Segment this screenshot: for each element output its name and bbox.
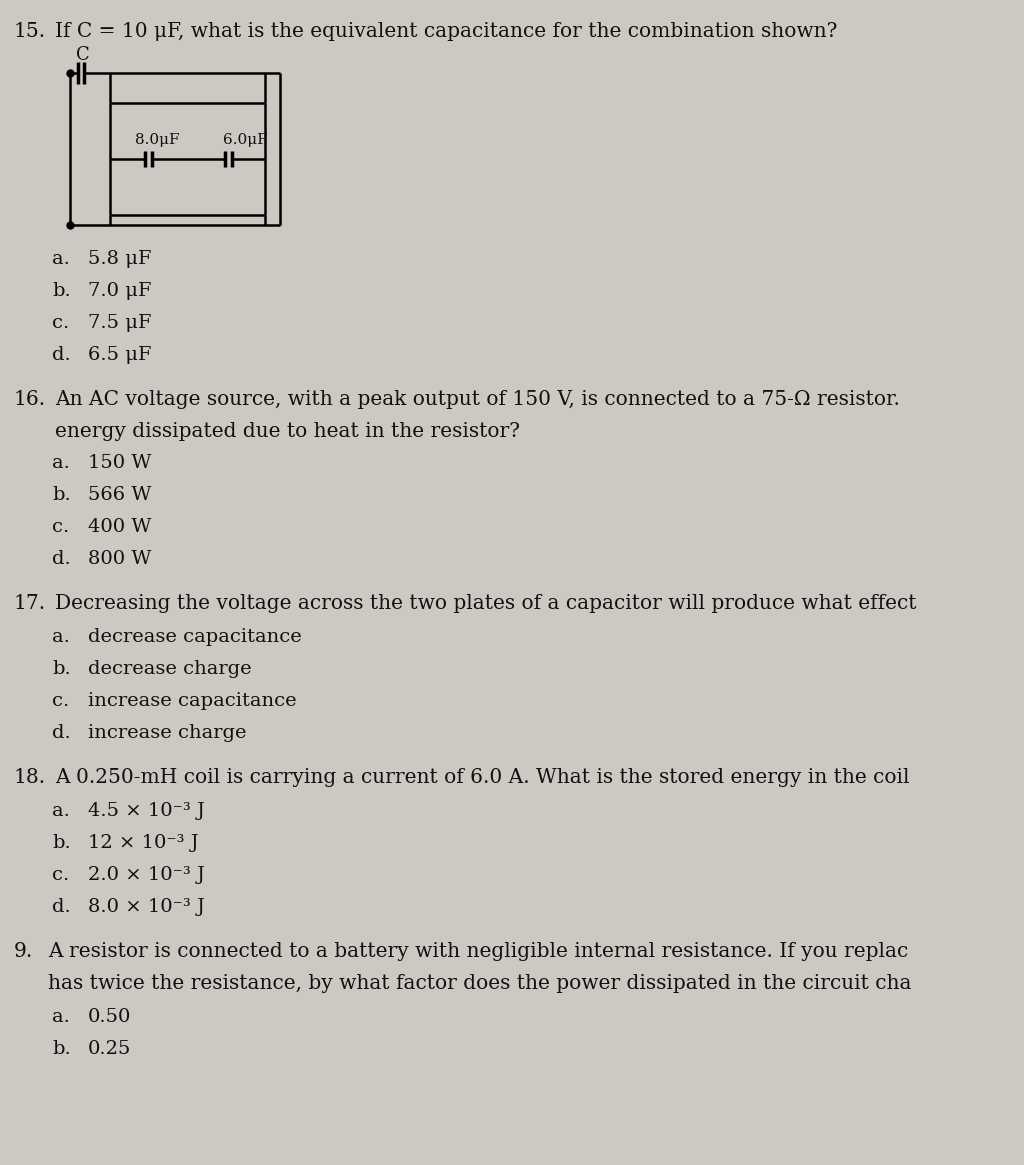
Text: d.: d. xyxy=(52,550,71,569)
Text: 17.: 17. xyxy=(14,594,46,613)
Text: a.: a. xyxy=(52,454,70,472)
Text: increase charge: increase charge xyxy=(88,723,247,742)
Text: 15.: 15. xyxy=(14,22,46,41)
Text: 2.0 × 10⁻³ J: 2.0 × 10⁻³ J xyxy=(88,866,205,884)
Text: c.: c. xyxy=(52,692,70,709)
Text: c.: c. xyxy=(52,315,70,332)
Text: d.: d. xyxy=(52,723,71,742)
Text: decrease charge: decrease charge xyxy=(88,661,252,678)
Text: 7.0 μF: 7.0 μF xyxy=(88,282,152,301)
Text: 16.: 16. xyxy=(14,390,46,409)
Text: 5.8 μF: 5.8 μF xyxy=(88,250,152,268)
Text: Decreasing the voltage across the two plates of a capacitor will produce what ef: Decreasing the voltage across the two pl… xyxy=(55,594,916,613)
Text: b.: b. xyxy=(52,661,71,678)
Text: An AC voltage source, with a peak output of 150 V, is connected to a 75-Ω resist: An AC voltage source, with a peak output… xyxy=(55,390,900,409)
Text: 400 W: 400 W xyxy=(88,518,152,536)
Text: d.: d. xyxy=(52,346,71,363)
Text: a.: a. xyxy=(52,802,70,820)
Text: 6.5 μF: 6.5 μF xyxy=(88,346,152,363)
Text: 8.0 × 10⁻³ J: 8.0 × 10⁻³ J xyxy=(88,898,205,916)
Text: has twice the resistance, by what factor does the power dissipated in the circui: has twice the resistance, by what factor… xyxy=(48,974,911,993)
Text: If C = 10 μF, what is the equivalent capacitance for the combination shown?: If C = 10 μF, what is the equivalent cap… xyxy=(55,22,838,41)
Text: c.: c. xyxy=(52,866,70,884)
Text: 18.: 18. xyxy=(14,768,46,788)
Text: A 0.250-mH coil is carrying a current of 6.0 A. What is the stored energy in the: A 0.250-mH coil is carrying a current of… xyxy=(55,768,909,788)
Text: increase capacitance: increase capacitance xyxy=(88,692,297,709)
Text: 150 W: 150 W xyxy=(88,454,152,472)
Text: A resistor is connected to a battery with negligible internal resistance. If you: A resistor is connected to a battery wit… xyxy=(48,942,908,961)
Text: 9.: 9. xyxy=(14,942,33,961)
Text: b.: b. xyxy=(52,282,71,301)
Text: 800 W: 800 W xyxy=(88,550,152,569)
Text: decrease capacitance: decrease capacitance xyxy=(88,628,302,647)
Text: b.: b. xyxy=(52,1040,71,1058)
Text: b.: b. xyxy=(52,486,71,504)
Text: a.: a. xyxy=(52,250,70,268)
Text: 6.0μF: 6.0μF xyxy=(223,133,267,147)
Text: a.: a. xyxy=(52,628,70,647)
Text: 0.25: 0.25 xyxy=(88,1040,131,1058)
Text: 8.0μF: 8.0μF xyxy=(135,133,179,147)
Text: C: C xyxy=(76,45,90,64)
Text: a.: a. xyxy=(52,1008,70,1026)
Text: 566 W: 566 W xyxy=(88,486,152,504)
Text: 12 × 10⁻³ J: 12 × 10⁻³ J xyxy=(88,834,199,852)
Text: 0.50: 0.50 xyxy=(88,1008,131,1026)
Text: 7.5 μF: 7.5 μF xyxy=(88,315,152,332)
Text: c.: c. xyxy=(52,518,70,536)
Text: d.: d. xyxy=(52,898,71,916)
Text: energy dissipated due to heat in the resistor?: energy dissipated due to heat in the res… xyxy=(55,422,520,442)
Text: 4.5 × 10⁻³ J: 4.5 × 10⁻³ J xyxy=(88,802,205,820)
Text: b.: b. xyxy=(52,834,71,852)
